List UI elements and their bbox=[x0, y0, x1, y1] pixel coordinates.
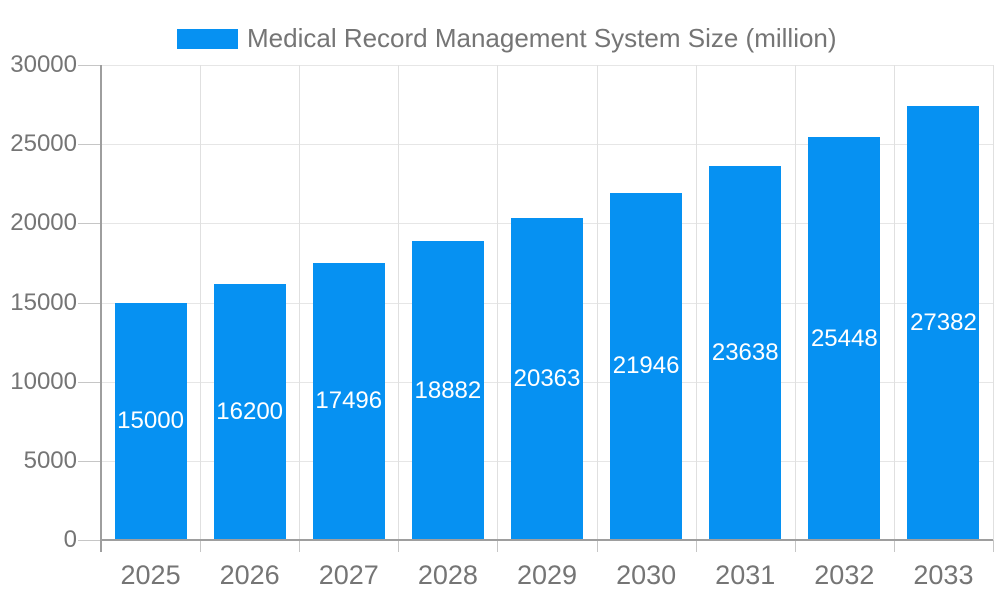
bar[interactable]: 16200 bbox=[213, 283, 286, 540]
v-gridline bbox=[200, 65, 202, 540]
x-axis-label: 2032 bbox=[814, 560, 875, 590]
bar-value-label: 21946 bbox=[612, 352, 680, 380]
y-axis-label: 5000 bbox=[23, 446, 77, 474]
x-tick bbox=[893, 540, 895, 552]
v-gridline bbox=[596, 65, 598, 540]
v-gridline bbox=[893, 65, 895, 540]
v-gridline bbox=[993, 65, 994, 540]
y-axis-label: 0 bbox=[63, 526, 77, 553]
x-axis-label: 2031 bbox=[715, 560, 776, 590]
legend-title: Medical Record Management System Size (m… bbox=[247, 23, 837, 53]
y-tick bbox=[78, 540, 101, 541]
y-tick bbox=[78, 302, 101, 304]
h-gridline bbox=[101, 65, 993, 66]
x-axis-label: 2029 bbox=[516, 560, 578, 590]
bar-value-label: 25448 bbox=[810, 324, 878, 352]
bar[interactable]: 15000 bbox=[114, 302, 187, 540]
legend-swatch-icon[interactable] bbox=[177, 28, 238, 49]
y-tick bbox=[78, 65, 101, 66]
y-tick bbox=[78, 460, 101, 462]
y-tick bbox=[78, 144, 101, 146]
bar[interactable]: 25448 bbox=[808, 137, 881, 540]
x-axis-label: 2027 bbox=[318, 560, 379, 590]
bar[interactable]: 27382 bbox=[907, 106, 980, 540]
x-tick bbox=[794, 540, 796, 552]
x-axis-label: 2026 bbox=[219, 560, 280, 590]
y-tick bbox=[78, 223, 101, 225]
x-axis-line bbox=[101, 539, 993, 541]
y-axis-label: 25000 bbox=[10, 130, 77, 158]
v-gridline bbox=[695, 65, 697, 540]
bar[interactable]: 17496 bbox=[312, 262, 385, 540]
v-gridline bbox=[497, 65, 499, 540]
bar-value-label: 17496 bbox=[315, 387, 383, 415]
legend[interactable]: Medical Record Management System Size (m… bbox=[177, 23, 837, 54]
x-axis-label: 2028 bbox=[417, 560, 478, 590]
x-tick bbox=[398, 540, 400, 552]
x-axis-label: 2025 bbox=[120, 560, 181, 590]
v-gridline bbox=[794, 65, 796, 540]
v-gridline bbox=[299, 65, 301, 540]
y-axis-label: 20000 bbox=[10, 209, 77, 237]
y-axis-label: 15000 bbox=[10, 288, 77, 316]
y-axis-label: 30000 bbox=[10, 51, 77, 78]
v-gridline bbox=[398, 65, 400, 540]
x-axis-label: 2033 bbox=[913, 560, 974, 590]
bar[interactable]: 21946 bbox=[610, 192, 683, 540]
x-tick bbox=[497, 540, 499, 552]
x-tick bbox=[596, 540, 598, 552]
x-tick bbox=[299, 540, 301, 552]
bar-value-label: 23638 bbox=[711, 338, 779, 366]
bar-value-label: 20363 bbox=[513, 364, 581, 392]
bar[interactable]: 18882 bbox=[411, 241, 484, 540]
y-axis-line bbox=[100, 65, 102, 552]
bar[interactable]: 20363 bbox=[511, 217, 583, 540]
bar-value-label: 16200 bbox=[216, 397, 284, 425]
h-gridline bbox=[101, 144, 993, 146]
bar-value-label: 15000 bbox=[117, 407, 184, 435]
x-axis-label: 2030 bbox=[616, 560, 677, 590]
x-tick bbox=[695, 540, 697, 552]
bar-value-label: 18882 bbox=[414, 376, 482, 404]
x-tick bbox=[200, 540, 202, 552]
x-tick bbox=[993, 540, 994, 552]
y-axis-label: 10000 bbox=[10, 367, 77, 395]
y-tick bbox=[78, 381, 101, 383]
bar-value-label: 27382 bbox=[910, 309, 977, 337]
bar[interactable]: 23638 bbox=[709, 165, 782, 540]
